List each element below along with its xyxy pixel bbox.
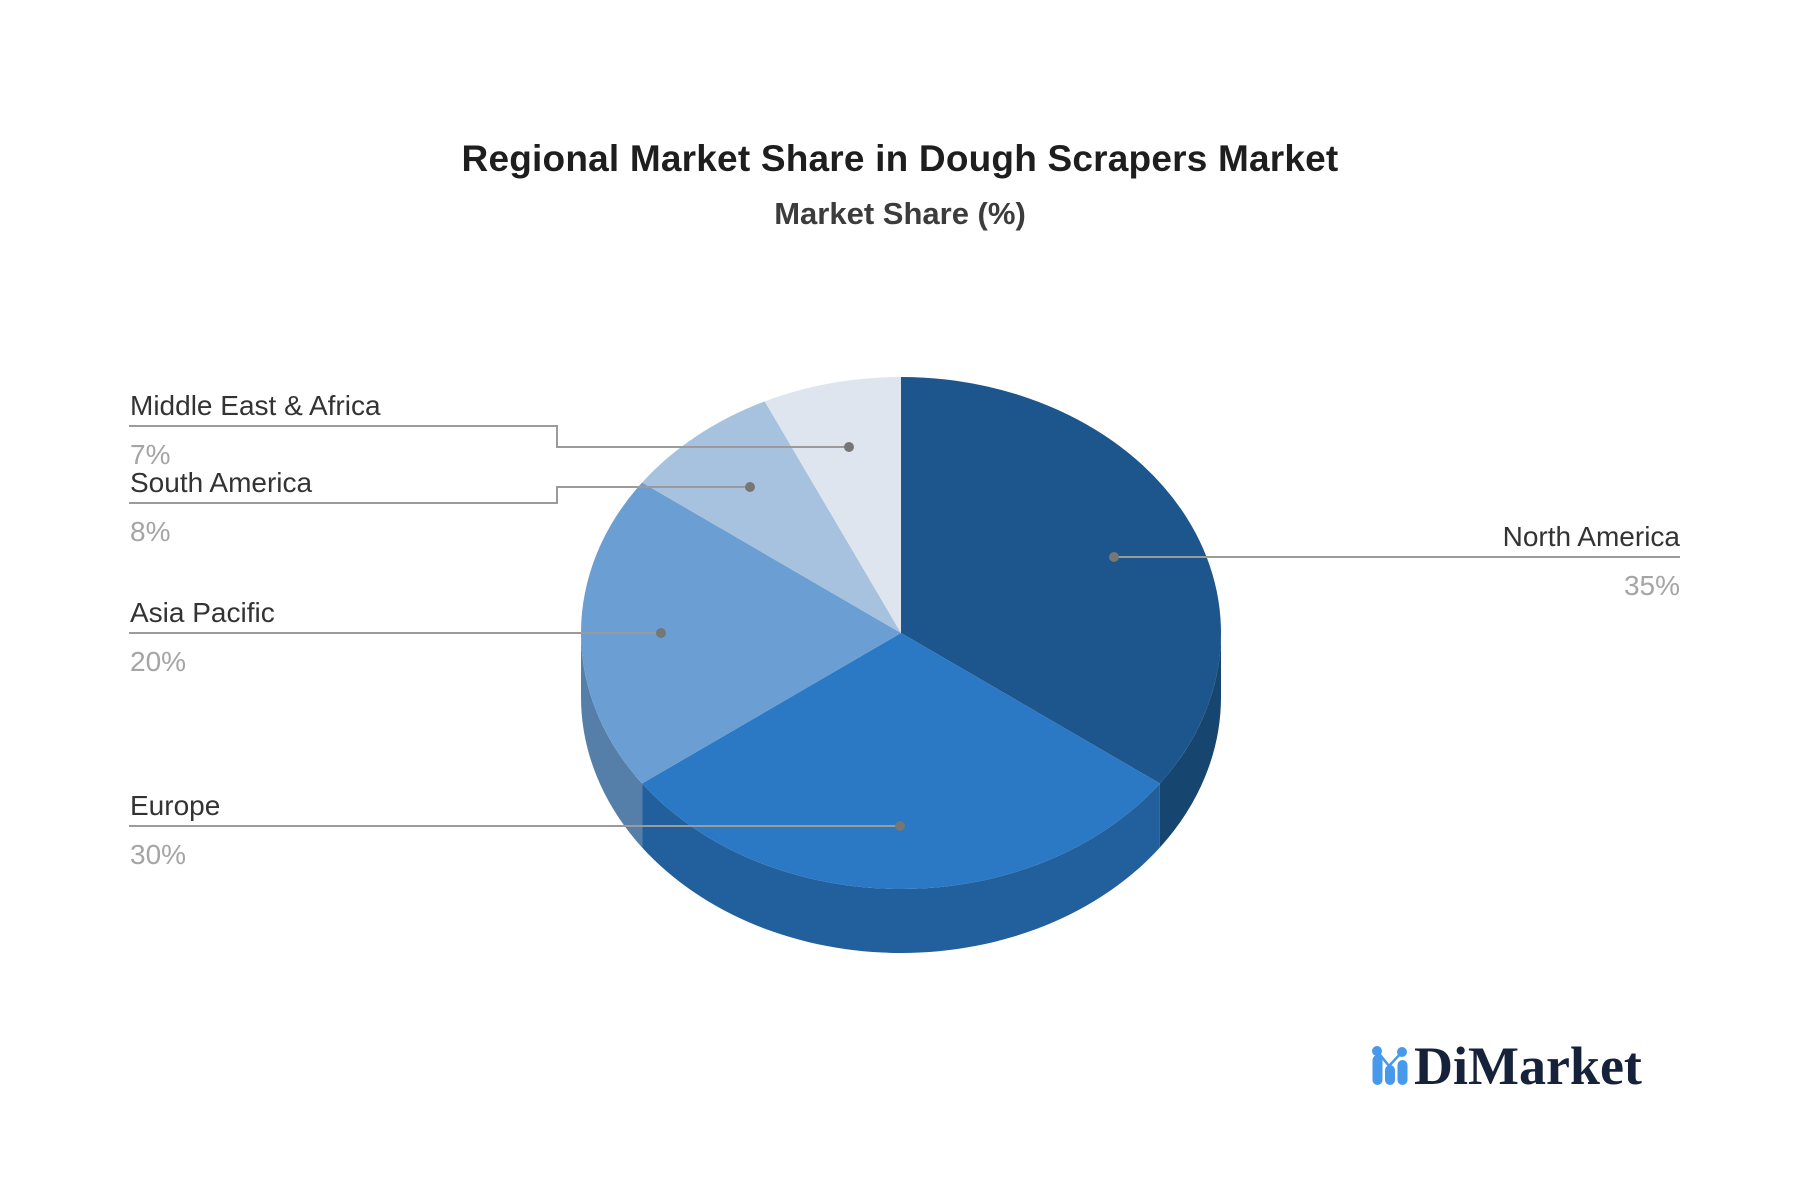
pie-pct-middle-east-africa: 7% [130, 439, 171, 470]
pie-slice-south-america[interactable] [642, 401, 901, 633]
pie-pct-north-america: 35% [1623, 570, 1680, 601]
leader-dot-south-america [745, 482, 755, 492]
chart-title: Regional Market Share in Dough Scrapers … [461, 138, 1339, 179]
leader-dot-middle-east-africa [844, 442, 854, 452]
pie-slice-north-america[interactable] [901, 377, 1221, 784]
pie-pct-asia-pacific: 20% [130, 646, 187, 677]
pie-pct-south-america: 8% [130, 516, 171, 547]
pie-pct-europe: 30% [130, 839, 187, 870]
leader-dot-europe [895, 821, 905, 831]
chart-subtitle: Market Share (%) [774, 196, 1026, 231]
pie-label-north-america: North America [1502, 521, 1680, 552]
pie-slice-middle-east-africa[interactable] [764, 377, 901, 633]
dimarket-logo: DiMarket [1362, 1036, 1692, 1106]
pie-slice-side-europe [642, 783, 1160, 953]
pie-slice-asia-pacific[interactable] [581, 482, 901, 784]
leader-dot-north-america [1109, 552, 1119, 562]
dimarket-logo-text: DiMarket [1414, 1036, 1642, 1096]
pie-slice-side-asia-pacific [581, 633, 643, 848]
pie-label-europe: Europe [130, 790, 221, 821]
pie-slice-side-north-america [1159, 633, 1221, 848]
pie-slice-europe[interactable] [642, 633, 1160, 889]
leader-line-middle-east-africa [129, 425, 849, 448]
pie-label-asia-pacific: Asia Pacific [130, 597, 275, 628]
bar-chart-sparkline-logo-icon [1372, 1046, 1408, 1085]
pie-label-south-america: South America [130, 467, 313, 498]
leader-dot-asia-pacific [656, 628, 666, 638]
pie-label-middle-east-africa: Middle East & Africa [130, 390, 381, 421]
leader-line-south-america [129, 486, 750, 504]
